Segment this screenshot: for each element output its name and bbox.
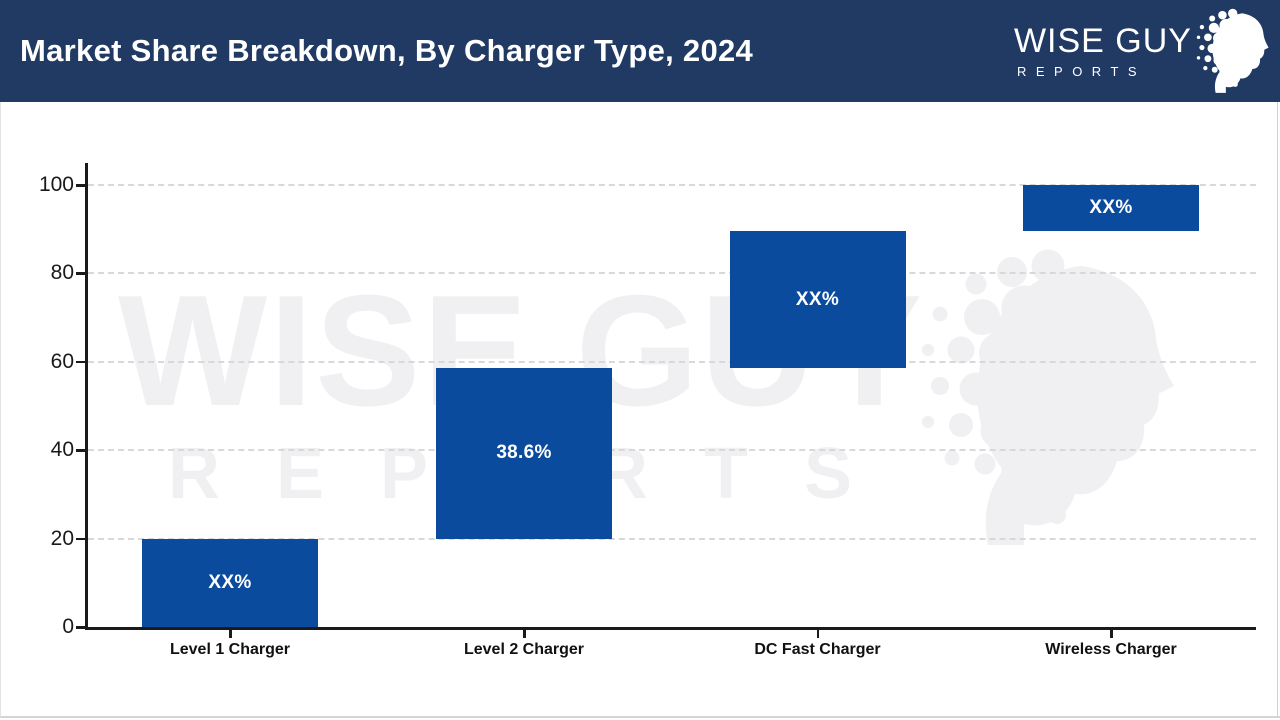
y-tick-100 [76,184,85,187]
logo-head-icon [1196,8,1269,93]
y-tick-label: 0 [62,615,74,638]
page-right-border [1277,102,1278,717]
waterfall-bar-3: XX% [729,231,906,368]
chart-title: Market Share Breakdown, By Charger Type,… [20,33,754,68]
bar-value-label: 38.6% [496,442,552,464]
y-tick-label: 60 [50,349,74,373]
page-left-border [0,102,1,717]
y-tick-0 [76,626,85,629]
x-category-label: Level 2 Charger [463,641,585,658]
waterfall-bar-2: 38.6% [436,367,612,539]
y-tick-label: 80 [50,261,74,285]
gridline-y-80 [88,272,1256,275]
y-tick-20 [76,537,85,541]
bar-value-label: XX% [1089,197,1133,219]
x-tick [523,630,526,638]
logo-text: WISE GUY REPORTS [1014,24,1192,79]
brand-logo: WISE GUY REPORTS [1014,0,1272,102]
y-tick-label: 100 [38,173,74,196]
x-tick [229,630,232,638]
gridline-y-40 [88,449,1256,452]
bar-value-label: XX% [795,288,840,310]
y-tick-label: 20 [50,526,74,550]
gridline-y-60 [88,360,1256,363]
bar-value-label: XX% [208,571,252,593]
x-category-label: Level 1 Charger [169,641,291,658]
page-bottom-border [0,716,1280,718]
x-axis-line [85,627,1256,630]
x-tick [816,630,819,638]
waterfall-bar-4: XX% [1023,185,1199,232]
y-axis-line [85,163,88,630]
x-tick [1110,630,1113,638]
logo-reports-text: REPORTS [1016,63,1147,79]
y-tick-60 [76,360,85,364]
header-bar: Market Share Breakdown, By Charger Type,… [0,0,1280,102]
y-tick-40 [76,449,85,452]
y-tick-label: 40 [50,438,74,462]
waterfall-bar-1: XX% [142,538,318,627]
x-category-label: DC Fast Charger [754,641,881,658]
x-category-label: Wireless Charger [1045,641,1177,658]
logo-wiseguy-text: WISE GUY [1013,21,1192,60]
gridline-y-100 [88,184,1256,186]
gridline-y-20 [88,537,1256,540]
y-tick-80 [76,272,85,275]
